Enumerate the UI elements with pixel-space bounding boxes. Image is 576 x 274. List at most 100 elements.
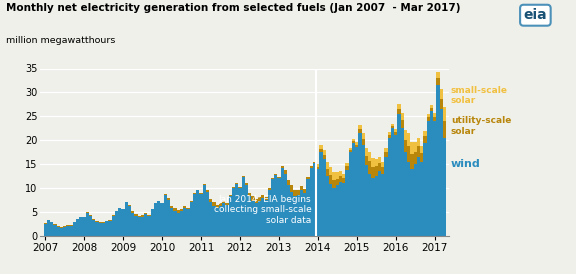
Bar (54, 224, 56, 225)
Bar (177, 213, 180, 236)
Bar (229, 196, 232, 236)
Bar (82, 218, 86, 236)
Bar (284, 170, 287, 173)
Bar (73, 222, 76, 236)
Bar (329, 175, 332, 184)
Bar (215, 205, 219, 208)
Bar (439, 99, 443, 109)
Bar (108, 221, 112, 236)
Bar (374, 176, 378, 236)
Bar (131, 211, 134, 213)
Bar (332, 172, 336, 180)
Bar (170, 206, 173, 208)
Bar (414, 164, 417, 236)
Bar (339, 182, 342, 236)
Bar (313, 163, 316, 236)
Text: million megawatthours: million megawatthours (6, 36, 115, 45)
Bar (439, 109, 443, 236)
Text: small-scale
solar: small-scale solar (451, 86, 508, 105)
Bar (183, 208, 187, 236)
Bar (177, 210, 180, 213)
Bar (118, 208, 122, 236)
Bar (183, 206, 187, 208)
Bar (89, 215, 92, 216)
Bar (420, 146, 423, 153)
Bar (251, 196, 255, 201)
Bar (365, 165, 368, 236)
Bar (115, 211, 118, 236)
Bar (397, 114, 400, 236)
Bar (358, 129, 362, 133)
Bar (372, 178, 374, 236)
Bar (258, 198, 261, 201)
Bar (316, 164, 320, 167)
Bar (47, 220, 50, 236)
Bar (105, 221, 108, 236)
Bar (287, 181, 290, 185)
Bar (86, 212, 89, 213)
Bar (420, 153, 423, 162)
Bar (56, 226, 60, 227)
Bar (372, 158, 374, 167)
Bar (144, 213, 147, 214)
Bar (384, 152, 388, 157)
Bar (128, 206, 131, 236)
Bar (56, 227, 60, 236)
Bar (320, 145, 323, 149)
Bar (213, 206, 215, 236)
Bar (423, 131, 427, 136)
Bar (348, 148, 352, 150)
Bar (358, 125, 362, 129)
Bar (306, 177, 310, 179)
Bar (213, 202, 215, 206)
Bar (222, 201, 225, 203)
Bar (141, 216, 144, 236)
Bar (320, 152, 323, 236)
Bar (303, 189, 306, 193)
Bar (336, 179, 339, 185)
Text: eia: eia (524, 8, 547, 22)
Bar (157, 201, 160, 236)
Bar (294, 190, 297, 196)
Bar (336, 185, 339, 236)
Bar (190, 202, 193, 236)
Bar (173, 208, 177, 211)
Bar (245, 183, 248, 185)
Bar (323, 159, 326, 236)
Bar (352, 141, 355, 142)
Bar (297, 190, 300, 195)
Bar (433, 113, 436, 117)
Bar (92, 220, 96, 236)
Bar (323, 155, 326, 159)
Bar (420, 162, 423, 236)
Bar (235, 184, 238, 236)
Bar (348, 152, 352, 236)
Bar (355, 145, 358, 147)
Bar (423, 142, 427, 236)
Bar (160, 203, 164, 236)
Text: Jan 2014: EIA begins
collecting small-scale
solar data: Jan 2014: EIA begins collecting small-sc… (214, 195, 312, 225)
Bar (362, 139, 365, 145)
Bar (352, 142, 355, 236)
Bar (430, 105, 433, 108)
Bar (310, 166, 313, 168)
Bar (277, 178, 281, 236)
Bar (108, 220, 112, 221)
Bar (271, 179, 274, 236)
Bar (134, 216, 138, 236)
Bar (397, 109, 400, 114)
Bar (70, 225, 73, 226)
Bar (225, 205, 229, 236)
Bar (358, 133, 362, 236)
Bar (164, 194, 167, 195)
Bar (290, 185, 294, 192)
Bar (404, 152, 407, 236)
Bar (436, 72, 439, 78)
Bar (147, 216, 151, 236)
Bar (245, 185, 248, 236)
Bar (388, 138, 391, 236)
Bar (264, 197, 267, 200)
Bar (427, 121, 430, 236)
Bar (98, 222, 102, 223)
Bar (190, 201, 193, 202)
